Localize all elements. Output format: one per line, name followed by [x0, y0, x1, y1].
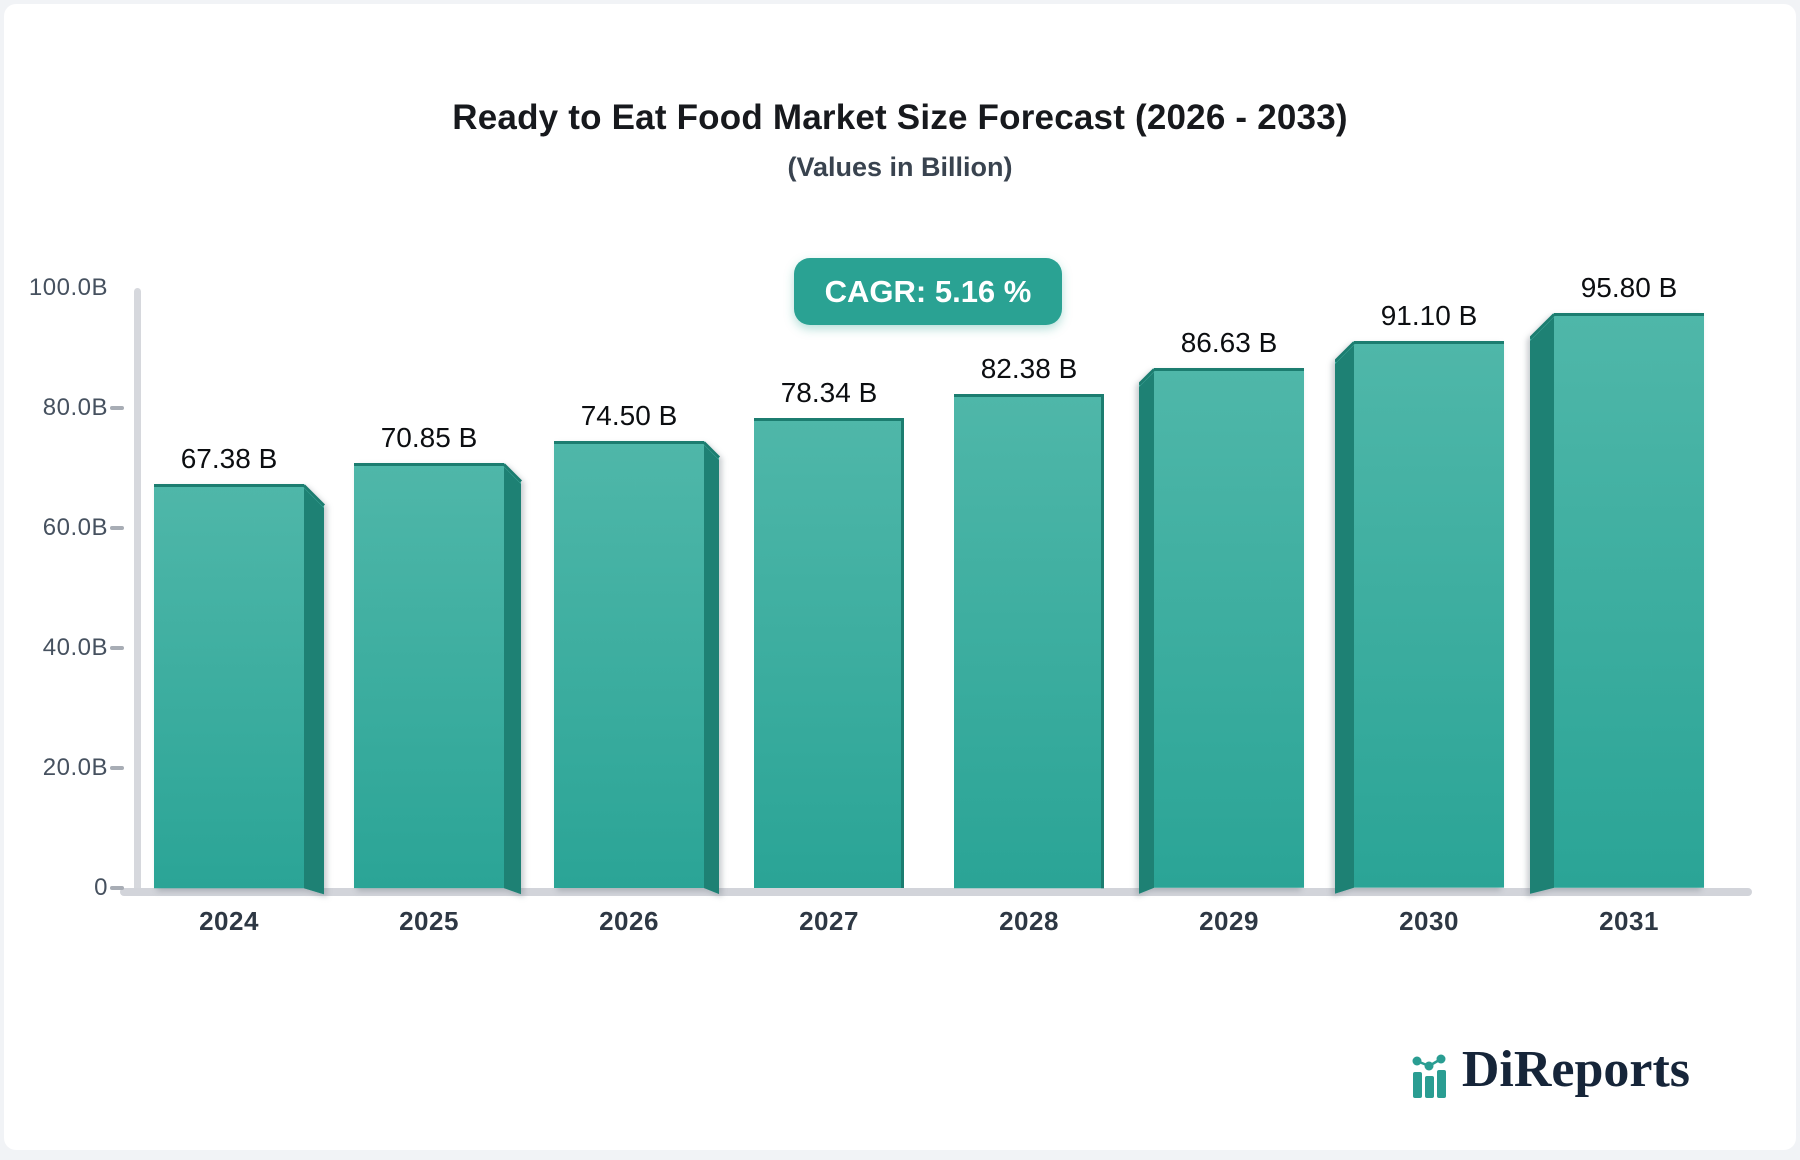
bar-2024 — [154, 483, 326, 894]
y-axis-label: 40.0B — [42, 634, 108, 661]
bar-value-label: 70.85 B — [380, 421, 478, 453]
y-axis-tick — [110, 526, 124, 530]
bar-value-label: 74.50 B — [580, 400, 678, 431]
x-axis-label: 2024 — [199, 906, 259, 936]
bar-value-label: 78.34 B — [780, 376, 878, 408]
bar-value-label: 91.10 B — [1380, 300, 1478, 332]
y-axis-label: 100.0B — [28, 274, 108, 301]
y-axis-tick — [110, 646, 124, 650]
bar-2025 — [354, 462, 523, 894]
x-axis-label: 2025 — [399, 906, 459, 936]
x-axis-label: 2031 — [1599, 906, 1659, 936]
bar-2029 — [1139, 368, 1304, 894]
bar-2031 — [1530, 313, 1704, 894]
bar-value-label: 95.80 B — [1580, 272, 1678, 304]
x-axis-label: 2027 — [799, 906, 859, 936]
chart-subtitle: (Values in Billion) — [787, 152, 1013, 182]
x-axis-label: 2026 — [599, 906, 659, 936]
x-axis-label: 2028 — [999, 906, 1059, 936]
logo-chart-icon — [1412, 1054, 1446, 1098]
x-axis-label: 2030 — [1399, 906, 1459, 936]
y-axis-tick — [110, 886, 124, 890]
bar-value-label: 86.63 B — [1180, 327, 1278, 359]
bar-chart: 100.0B 80.0B 60.0B 40.0B 20.0B 0 67.38 B 70.85… — [4, 4, 1800, 1160]
chart-card: Ready to Eat Food Market Size Forecast (… — [4, 4, 1796, 1150]
y-axis-label: 0 — [94, 874, 108, 901]
y-axis-tick — [110, 766, 124, 770]
x-axis-line — [120, 888, 1752, 896]
bar-2027 — [754, 417, 904, 888]
bar-2030 — [1335, 341, 1504, 894]
y-axis-label: 20.0B — [42, 754, 108, 781]
chart-title: Ready to Eat Food Market Size Forecast (… — [452, 98, 1348, 137]
bar-2028 — [954, 393, 1104, 888]
x-axis-label: 2029 — [1199, 906, 1259, 936]
y-axis-label: 60.0B — [42, 514, 108, 541]
bar-value-label: 82.38 B — [980, 352, 1078, 384]
y-axis-line — [134, 288, 141, 896]
bar-value-label: 67.38 B — [180, 442, 278, 474]
bar-2026 — [554, 441, 721, 894]
y-axis-label: 80.0B — [42, 394, 108, 421]
logo-text: DiReports — [1461, 1041, 1690, 1098]
logo: DiReports — [1412, 1040, 1690, 1100]
cagr-badge: CAGR: 5.16 % — [794, 258, 1062, 325]
y-axis-tick — [110, 406, 124, 410]
